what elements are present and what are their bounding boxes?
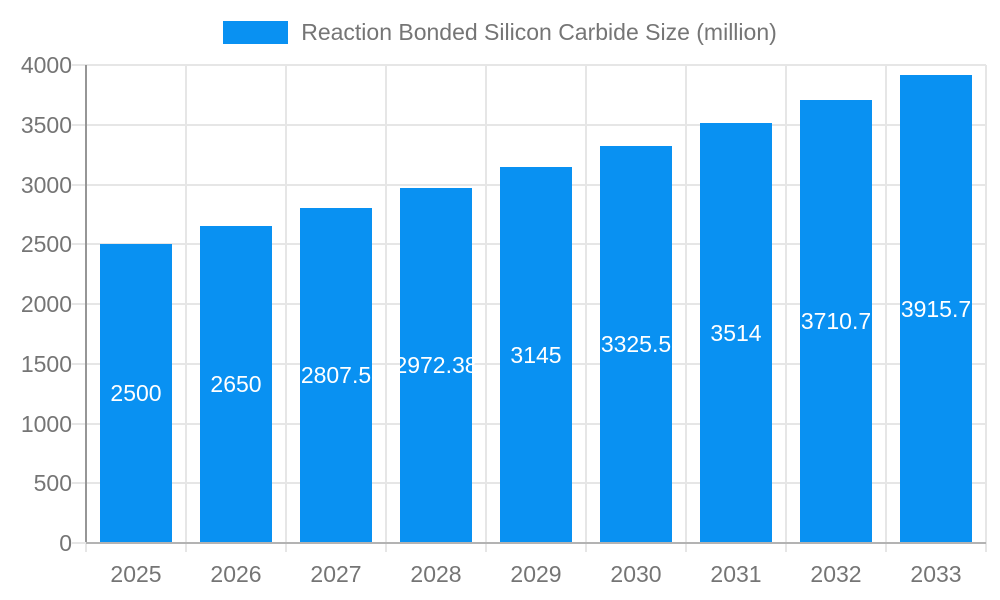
bar-2031[interactable]: 3514 [700, 123, 772, 543]
y-axis-label-1000: 1000 [20, 410, 72, 437]
y-axis-line [85, 65, 87, 543]
plot-area: 2500 2650 2807.5 2972.38 3145 3325.5 3514 3710.… [72, 64, 987, 552]
x-axis-label-2030: 2030 [610, 561, 662, 587]
gridline-vertical [685, 65, 687, 552]
y-axis-label-500: 500 [33, 470, 72, 497]
legend-swatch [223, 21, 289, 44]
bar-value-label: 3514 [710, 319, 762, 346]
bar-2029[interactable]: 3145 [500, 167, 572, 543]
x-axis-label-2033: 2033 [910, 561, 962, 587]
y-axis-label-0: 0 [59, 530, 72, 556]
y-axis-label-3000: 3000 [20, 171, 72, 198]
gridline-horizontal-3500 [72, 123, 986, 126]
x-axis-label-2032: 2032 [810, 561, 862, 587]
bar-value-label: 3710.7 [800, 307, 872, 334]
bar-2028[interactable]: 2972.38 [394, 187, 478, 543]
gridline-vertical [485, 65, 487, 552]
gridline-vertical [985, 65, 987, 552]
y-axis-label-2000: 2000 [20, 291, 72, 317]
bar-2032[interactable]: 3710.7 [800, 99, 872, 543]
bar-value-label: 2650 [210, 371, 262, 398]
x-axis: 2025 2026 2027 2028 2029 2030 2031 2032 2033 [86, 557, 986, 591]
bar-value-label: 3915.7 [900, 295, 972, 322]
y-axis: 0 500 1000 1500 2000 2500 3000 3500 4000 [0, 52, 72, 556]
bar-value-label: 3325.5 [600, 330, 672, 357]
gridline-vertical [385, 65, 387, 552]
bar-2025[interactable]: 2500 [100, 244, 172, 543]
baseline-tick [72, 542, 86, 544]
gridline-vertical [285, 65, 287, 552]
bar-value-label: 2500 [110, 380, 162, 407]
bar-value-label: 2972.38 [394, 351, 478, 378]
y-axis-label-2500: 2500 [20, 231, 72, 258]
bar-2026[interactable]: 2650 [200, 226, 272, 543]
x-axis-label-2026: 2026 [210, 561, 262, 587]
legend-label: Reaction Bonded Silicon Carbide Size (mi… [301, 19, 777, 45]
gridline-vertical [885, 65, 887, 552]
x-axis-baseline [86, 542, 986, 544]
gridline-vertical [785, 65, 787, 552]
bar-value-label: 3145 [510, 341, 562, 368]
bar-2027[interactable]: 2807.5 [300, 207, 372, 543]
gridline-vertical [585, 65, 587, 552]
x-axis-label-2028: 2028 [410, 561, 462, 587]
x-axis-label-2025: 2025 [110, 561, 162, 587]
gridline-horizontal-4000 [72, 64, 986, 66]
bar-2030[interactable]: 3325.5 [600, 145, 672, 543]
legend[interactable]: Reaction Bonded Silicon Carbide Size (mi… [0, 19, 1000, 46]
bar-2033[interactable]: 3915.7 [900, 75, 972, 543]
x-axis-label-2027: 2027 [310, 561, 362, 587]
y-axis-label-3500: 3500 [20, 111, 72, 138]
x-axis-label-2029: 2029 [510, 561, 562, 587]
y-axis-label-4000: 4000 [20, 52, 72, 78]
gridline-vertical [185, 65, 187, 552]
bar-value-label: 2807.5 [300, 361, 372, 388]
x-axis-label-2031: 2031 [710, 561, 762, 587]
y-axis-label-1500: 1500 [20, 350, 72, 377]
